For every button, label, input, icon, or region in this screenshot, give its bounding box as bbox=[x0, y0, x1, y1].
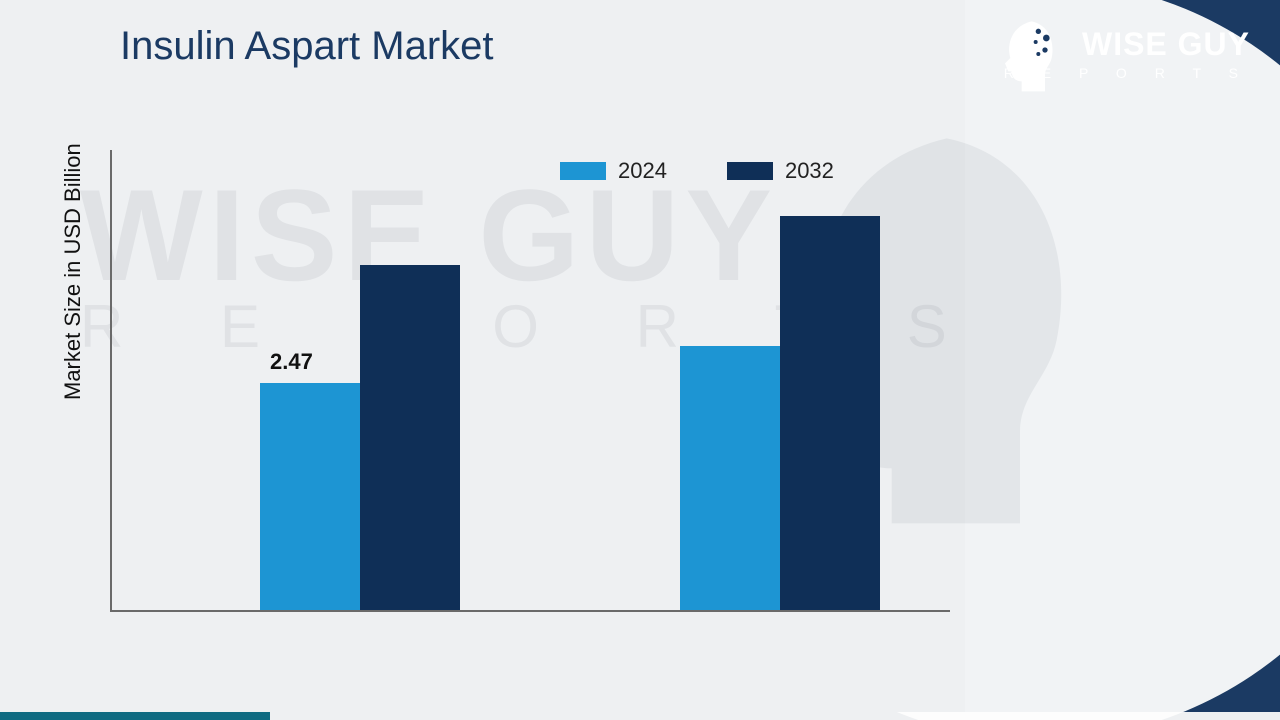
legend-label: 2032 bbox=[785, 158, 834, 184]
legend-swatch bbox=[560, 162, 606, 180]
bar bbox=[680, 346, 780, 610]
bottom-accent-bar bbox=[0, 712, 270, 720]
y-axis-label: Market Size in USD Billion bbox=[60, 143, 86, 400]
brand-head-icon bbox=[990, 18, 1060, 98]
page-title: Insulin Aspart Market bbox=[120, 24, 494, 69]
legend: 2024 2032 bbox=[560, 158, 834, 184]
bar bbox=[360, 265, 460, 610]
legend-label: 2024 bbox=[618, 158, 667, 184]
legend-item: 2032 bbox=[727, 158, 834, 184]
x-axis bbox=[110, 610, 950, 612]
bar bbox=[780, 216, 880, 610]
legend-swatch bbox=[727, 162, 773, 180]
bar-value-label: 2.47 bbox=[270, 349, 313, 375]
legend-item: 2024 bbox=[560, 158, 667, 184]
chart-plot-area: 2.47subcutaneous injectionintravenous in… bbox=[110, 150, 950, 610]
bar bbox=[260, 383, 360, 610]
